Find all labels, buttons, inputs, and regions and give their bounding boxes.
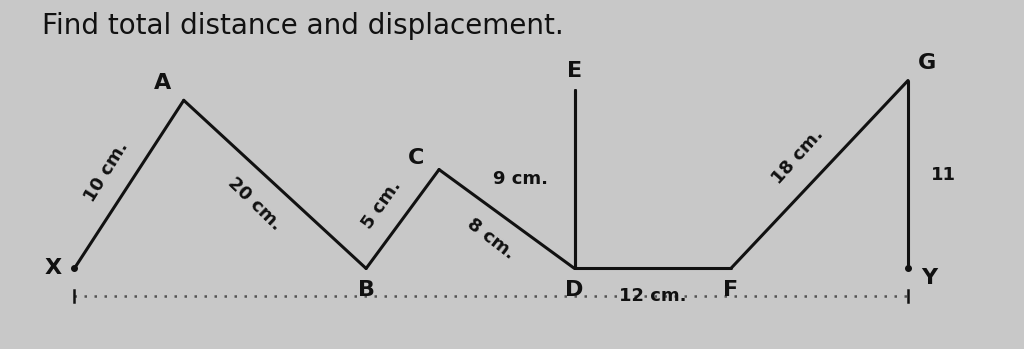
Text: Y: Y — [921, 268, 937, 288]
Text: C: C — [408, 148, 424, 168]
Text: Find total distance and displacement.: Find total distance and displacement. — [42, 12, 564, 40]
Text: D: D — [565, 280, 584, 300]
Text: F: F — [723, 280, 738, 300]
Text: 9 cm.: 9 cm. — [494, 170, 549, 188]
Text: 20 cm.: 20 cm. — [224, 174, 285, 234]
Text: 12 cm.: 12 cm. — [618, 287, 686, 305]
Text: 5 cm.: 5 cm. — [358, 177, 404, 232]
Text: 10 cm.: 10 cm. — [82, 138, 132, 205]
Text: 8 cm.: 8 cm. — [464, 215, 518, 262]
Text: A: A — [155, 73, 172, 92]
Text: E: E — [567, 61, 582, 81]
Text: 11: 11 — [931, 165, 956, 184]
Text: G: G — [918, 53, 936, 73]
Text: B: B — [357, 280, 375, 300]
Text: X: X — [45, 259, 62, 279]
Text: 18 cm.: 18 cm. — [768, 125, 827, 187]
